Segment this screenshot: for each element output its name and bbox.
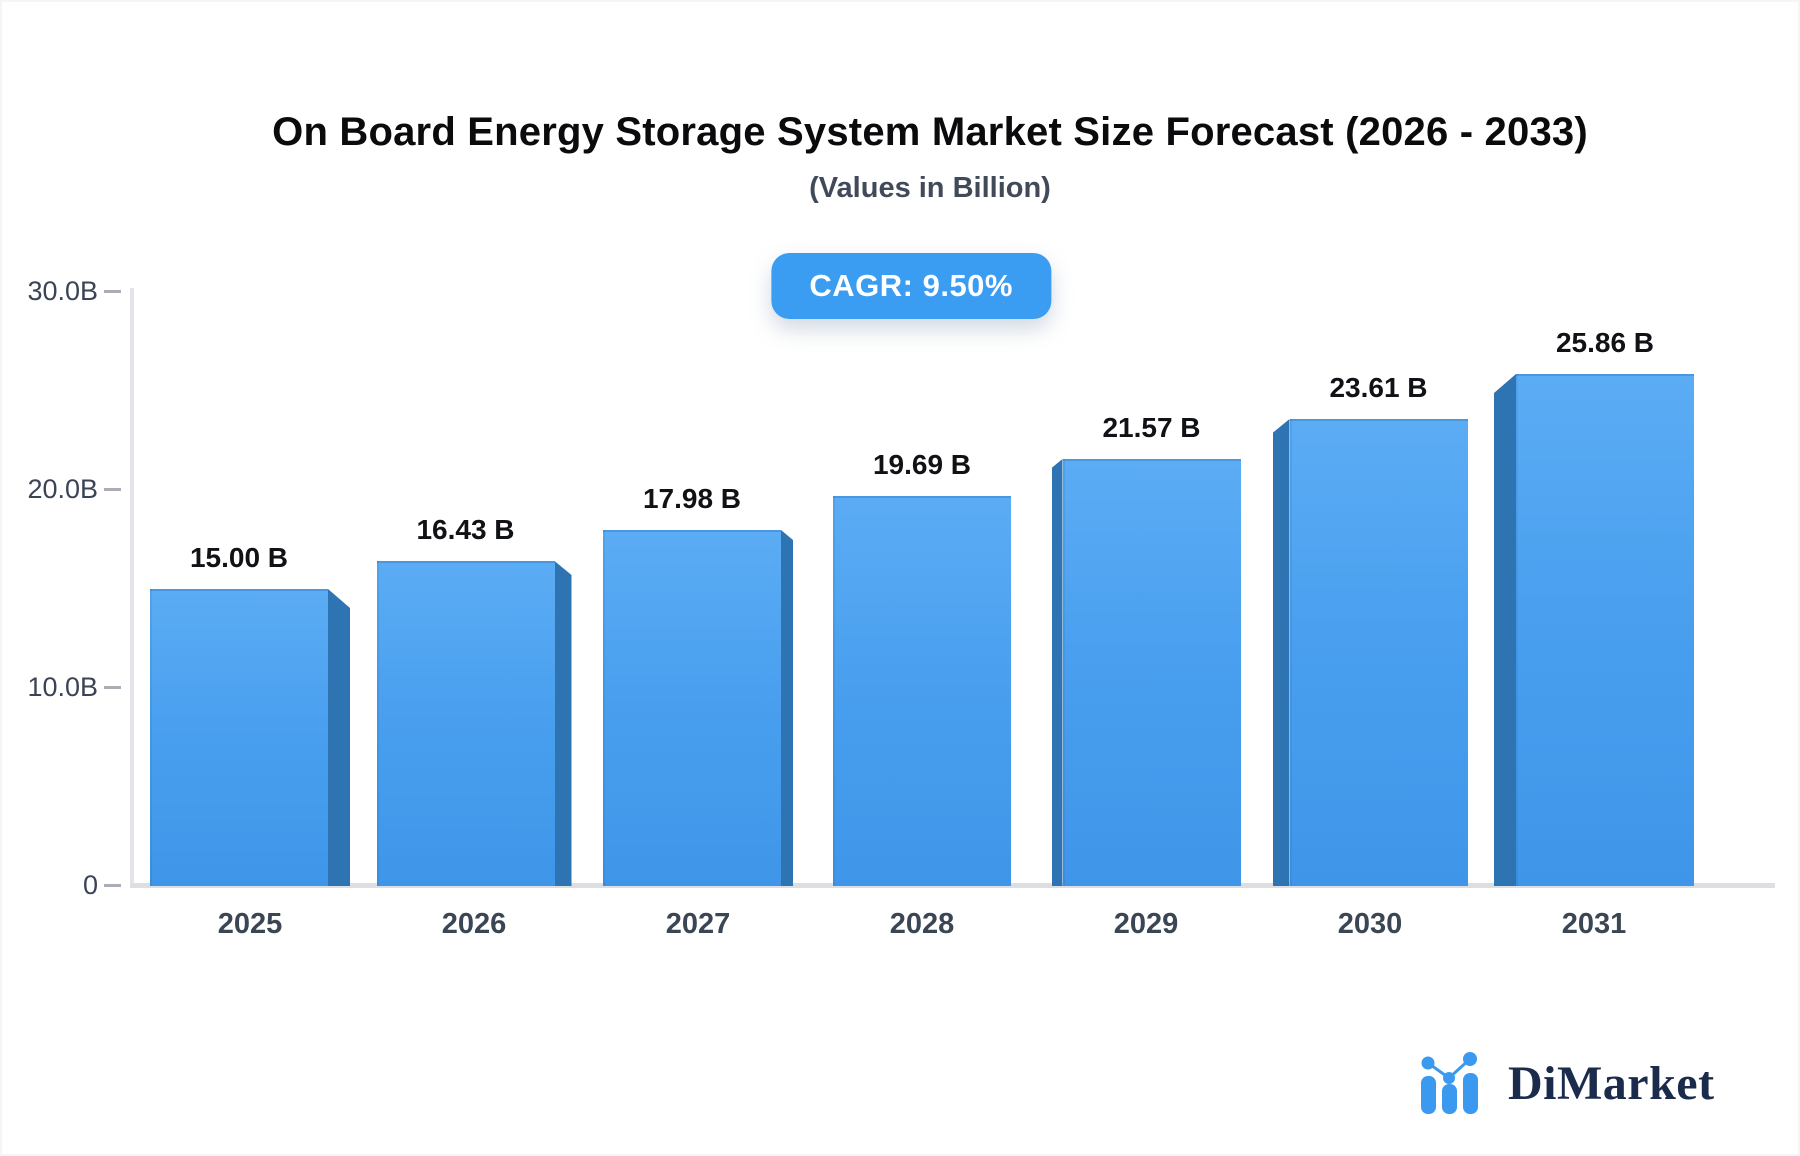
x-axis-year-label: 2026 [441, 908, 507, 940]
x-axis-year-label: 2029 [1113, 908, 1179, 940]
bar-face [833, 496, 1011, 886]
bar-2025[interactable] [150, 589, 350, 886]
y-tick-dash [104, 488, 121, 491]
x-axis-year-label: 2031 [1561, 908, 1627, 940]
bar-side-face [554, 561, 572, 886]
y-tick-label: 0 [82, 870, 98, 900]
bar-face [1516, 374, 1694, 886]
bar-value-label: 25.86 B [1555, 327, 1655, 358]
bar-value-label: 19.69 B [872, 449, 972, 480]
bar-2026[interactable] [376, 561, 572, 886]
chart-subtitle: (Values in Billion) [809, 172, 1051, 204]
bar-face [1289, 419, 1468, 886]
y-tick-dash [104, 884, 121, 887]
cagr-badge: CAGR: 9.50% [771, 253, 1051, 319]
bar-face [150, 589, 328, 886]
bar-value-label: 21.57 B [1102, 412, 1201, 443]
bar-side-face [1051, 459, 1063, 886]
bar-side-face [328, 589, 350, 886]
y-tick-label: 30.0B [27, 276, 98, 306]
bar-value-label: 23.61 B [1329, 372, 1428, 403]
bar-side-face [1272, 419, 1290, 886]
brand-logo: DiMarket [1418, 1046, 1715, 1120]
y-tick-label: 10.0B [27, 672, 98, 702]
y-axis-line [130, 288, 134, 887]
x-axis-year-label: 2028 [889, 908, 955, 940]
bar-side-face [781, 530, 793, 886]
bar-2028[interactable] [833, 496, 1011, 886]
bar-side-face [1494, 374, 1516, 886]
y-tick-dash [104, 290, 121, 293]
y-tick-dash [104, 686, 121, 689]
bar-value-label: 16.43 B [416, 514, 515, 545]
chart-title: On Board Energy Storage System Market Si… [272, 110, 1588, 154]
bar-value-label: 15.00 B [189, 542, 289, 573]
bar-2030[interactable] [1272, 419, 1468, 886]
y-tick-label: 20.0B [27, 474, 98, 504]
bar-line-chart-icon [1421, 1052, 1478, 1114]
bar-value-label: 17.98 B [642, 483, 742, 514]
bar-2029[interactable] [1051, 459, 1241, 886]
x-axis-year-label: 2030 [1337, 908, 1403, 940]
bar-face [1062, 459, 1241, 886]
bar-face [376, 561, 555, 886]
brand-logo-text: DiMarket [1508, 1056, 1715, 1110]
x-axis-year-label: 2025 [217, 908, 283, 940]
x-axis-year-label: 2027 [665, 908, 731, 940]
bar-face [603, 530, 781, 886]
bar-2031[interactable] [1494, 374, 1694, 886]
bar-2027[interactable] [603, 530, 793, 886]
